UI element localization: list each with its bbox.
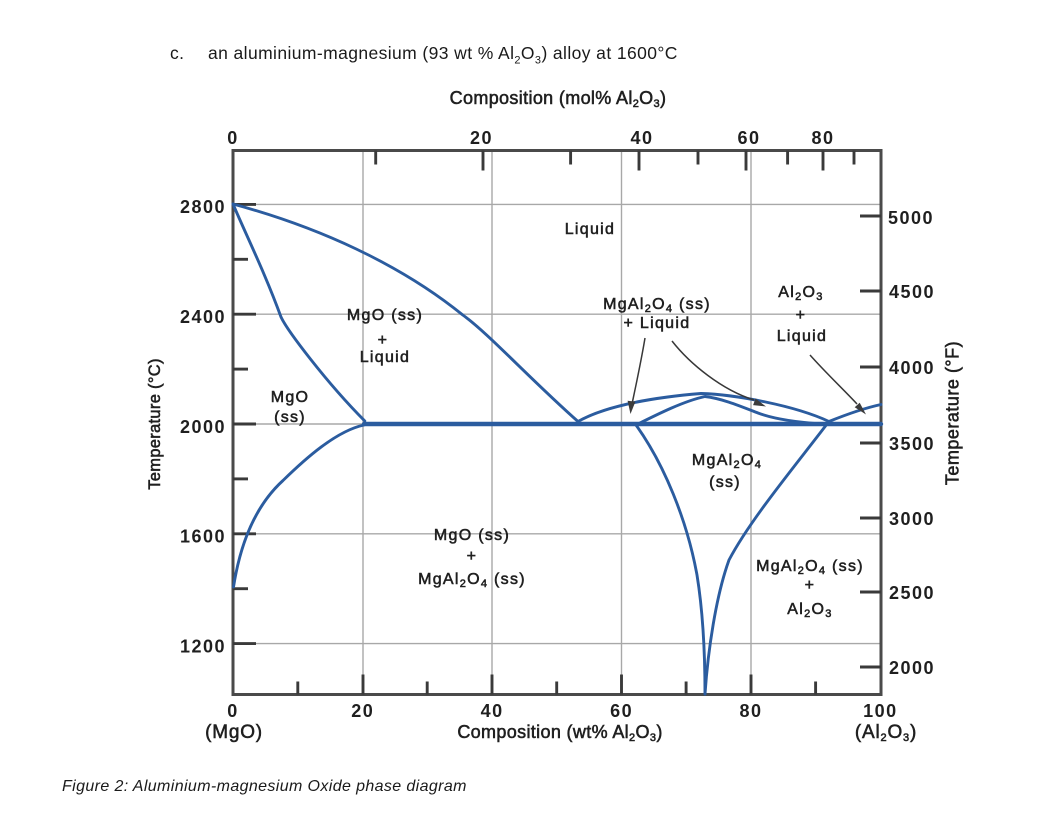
svg-text:+: +	[796, 307, 807, 324]
svg-text:0: 0	[227, 701, 239, 721]
svg-text:100: 100	[863, 701, 898, 721]
svg-text:60: 60	[610, 701, 633, 721]
svg-text:MgAl2O4: MgAl2O4	[692, 452, 762, 471]
svg-text:MgO: MgO	[271, 389, 310, 406]
svg-text:2800: 2800	[180, 197, 226, 217]
svg-text:Temperature (°F): Temperature (°F)	[943, 341, 963, 485]
svg-text:MgAl2O4 (ss): MgAl2O4 (ss)	[603, 296, 711, 315]
svg-text:Al2O3: Al2O3	[787, 601, 832, 620]
svg-text:4000: 4000	[889, 358, 935, 378]
svg-text:20: 20	[351, 701, 374, 721]
svg-text:Temperature (°C): Temperature (°C)	[146, 358, 164, 490]
svg-text:(MgO): (MgO)	[205, 722, 263, 743]
svg-text:0: 0	[227, 128, 239, 148]
svg-text:Liquid: Liquid	[565, 221, 616, 238]
svg-text:MgO (ss): MgO (ss)	[434, 527, 510, 544]
svg-text:3000: 3000	[889, 509, 935, 529]
svg-text:80: 80	[739, 701, 762, 721]
svg-text:+ Liquid: + Liquid	[624, 315, 691, 332]
svg-text:(ss): (ss)	[709, 474, 741, 491]
svg-text:1200: 1200	[180, 636, 226, 656]
svg-text:1600: 1600	[180, 527, 226, 547]
svg-text:+: +	[805, 577, 816, 594]
svg-text:3500: 3500	[889, 434, 935, 454]
svg-text:80: 80	[811, 128, 834, 148]
svg-text:Al2O3: Al2O3	[778, 284, 823, 303]
svg-text:+: +	[378, 332, 389, 349]
svg-text:Liquid: Liquid	[360, 349, 411, 366]
svg-text:MgAl2O4 (ss): MgAl2O4 (ss)	[418, 571, 526, 590]
svg-text:5000: 5000	[888, 208, 934, 228]
svg-text:4500: 4500	[889, 282, 935, 302]
svg-text:60: 60	[737, 128, 760, 148]
svg-text:MgAl2O4 (ss): MgAl2O4 (ss)	[756, 558, 864, 577]
svg-text:2000: 2000	[889, 658, 935, 678]
svg-text:+: +	[467, 548, 478, 565]
svg-text:(ss): (ss)	[274, 409, 306, 426]
svg-text:40: 40	[630, 128, 653, 148]
svg-text:2500: 2500	[889, 583, 935, 603]
svg-text:2000: 2000	[180, 417, 226, 437]
svg-text:40: 40	[481, 701, 504, 721]
svg-text:Composition (mol% Al2O3): Composition (mol% Al2O3)	[450, 88, 667, 110]
svg-text:20: 20	[470, 128, 493, 148]
svg-text:Liquid: Liquid	[777, 328, 828, 345]
svg-text:2400: 2400	[180, 307, 226, 327]
svg-text:MgO (ss): MgO (ss)	[347, 307, 423, 324]
svg-text:(Al2O3): (Al2O3)	[855, 722, 917, 744]
svg-text:Composition (wt% Al2O3): Composition (wt% Al2O3)	[457, 722, 662, 744]
